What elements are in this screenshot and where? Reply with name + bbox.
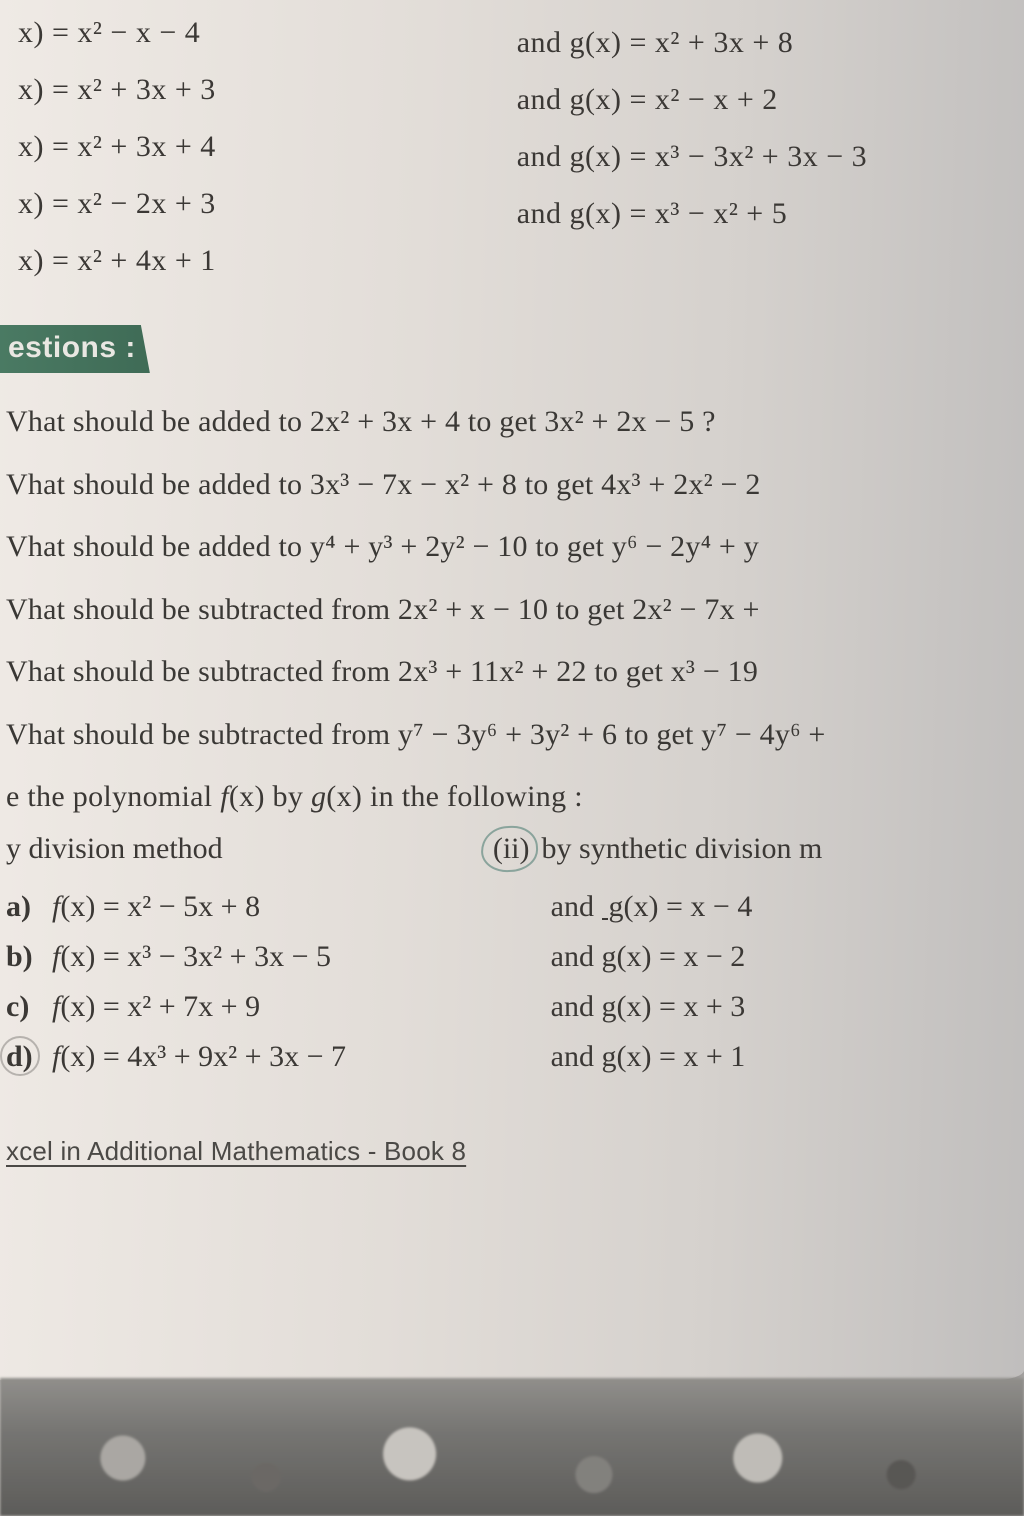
options-block: a) f(x) = x² − 5x + 8 and g(x) = x − 4 b… <box>0 878 1024 1082</box>
option-a: a) f(x) = x² − 5x + 8 and g(x) = x − 4 <box>6 882 1004 932</box>
eq-left-1: x) = x² − x − 4 <box>18 4 509 61</box>
option-b-label: b) <box>6 940 52 974</box>
option-d-gx: and g(x) = x + 1 <box>551 1040 1004 1074</box>
poly-f: f <box>220 780 229 813</box>
top-right-column: and g(x) = x² + 3x + 8 and g(x) = x² − x… <box>509 4 984 289</box>
question-6: Vhat should be subtracted from y⁷ − 3y⁶ … <box>0 704 1024 767</box>
floral-pattern-strip <box>0 1378 1024 1516</box>
poly-text-1: e the polynomial <box>6 780 220 813</box>
option-a-fx: f(x) = x² − 5x + 8 <box>52 890 551 924</box>
question-3: Vhat should be added to y⁴ + y³ + 2y² − … <box>0 516 1024 579</box>
method-synthetic: (ii) by synthetic division m <box>489 832 1020 866</box>
method-row: y division method (ii) by synthetic divi… <box>0 820 1024 878</box>
question-4: Vhat should be subtracted from 2x² + x −… <box>0 579 1024 642</box>
option-c: c) f(x) = x² + 7x + 9 and g(x) = x + 3 <box>6 982 1004 1032</box>
option-b-gx: and g(x) = x − 2 <box>551 940 1004 974</box>
page-content: x) = x² − x − 4 x) = x² + 3x + 3 x) = x²… <box>0 0 1024 1167</box>
poly-text-3: (x) in the following : <box>326 780 583 813</box>
book-footer: xcel in Additional Mathematics - Book 8 <box>0 1136 1024 1167</box>
question-1: Vhat should be added to 2x² + 3x + 4 to … <box>0 391 1024 454</box>
option-c-fx: f(x) = x² + 7x + 9 <box>52 990 551 1024</box>
option-c-label: c) <box>6 990 52 1024</box>
poly-text-2: (x) by <box>229 780 311 813</box>
eq-left-2: x) = x² + 3x + 3 <box>18 61 509 118</box>
option-c-gx: and g(x) = x + 3 <box>551 990 1004 1024</box>
option-a-gx: and g(x) = x − 4 <box>551 890 1004 924</box>
poly-g: g <box>311 780 326 813</box>
top-equation-block: x) = x² − x − 4 x) = x² + 3x + 3 x) = x²… <box>0 0 1024 313</box>
top-left-column: x) = x² − x − 4 x) = x² + 3x + 3 x) = x²… <box>18 4 509 289</box>
question-2: Vhat should be added to 3x³ − 7x − x² + … <box>0 454 1024 517</box>
questions-banner: estions : <box>0 325 150 373</box>
polynomial-instruction: e the polynomial f(x) by g(x) in the fol… <box>0 766 1024 820</box>
eq-right-3: and g(x) = x³ − 3x² + 3x − 3 <box>517 128 984 185</box>
option-b-fx: f(x) = x³ − 3x² + 3x − 5 <box>52 940 551 974</box>
option-a-label: a) <box>6 890 52 924</box>
eq-right-4: and g(x) = x³ − x² + 5 <box>517 185 984 242</box>
eq-right-1: and g(x) = x² + 3x + 8 <box>517 4 984 71</box>
option-d-label: d) <box>6 1040 52 1074</box>
eq-right-2: and g(x) = x² − x + 2 <box>517 71 984 128</box>
question-5: Vhat should be subtracted from 2x³ + 11x… <box>0 641 1024 704</box>
option-b: b) f(x) = x³ − 3x² + 3x − 5 and g(x) = x… <box>6 932 1004 982</box>
option-d-fx: f(x) = 4x³ + 9x² + 3x − 7 <box>52 1040 551 1074</box>
eq-left-4: x) = x² − 2x + 3 <box>18 175 509 232</box>
eq-left-5: x) = x² + 4x + 1 <box>18 232 509 289</box>
method-division: y division method <box>6 832 489 866</box>
method-synthetic-text: by synthetic division m <box>542 832 823 866</box>
option-d: d) f(x) = 4x³ + 9x² + 3x − 7 and g(x) = … <box>6 1032 1004 1082</box>
circled-ii-marker: (ii) <box>489 832 534 866</box>
eq-left-3: x) = x² + 3x + 4 <box>18 118 509 175</box>
